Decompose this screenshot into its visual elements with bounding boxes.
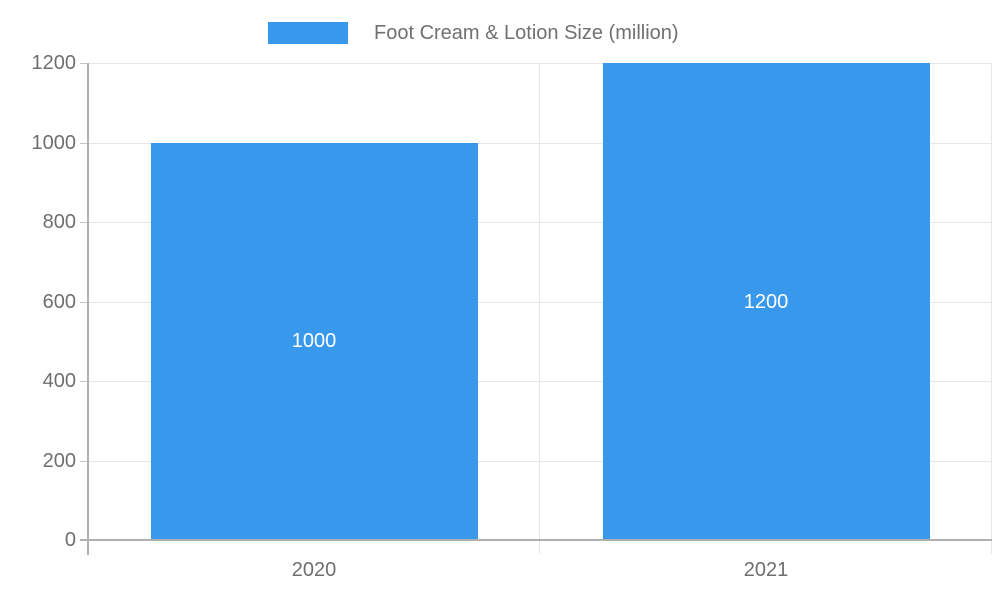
y-tick-600	[80, 301, 88, 303]
bar-value-label: 1000	[291, 330, 337, 353]
y-axis-label: 400	[42, 370, 76, 392]
gridline-y-800	[88, 222, 992, 223]
gridline-y-400	[88, 381, 992, 382]
y-axis-label: 600	[42, 290, 76, 313]
y-axis-label: 1200	[31, 52, 77, 74]
legend-label: Foot Cream & Lotion Size (million)	[374, 21, 679, 44]
y-axis-label: 800	[42, 211, 76, 233]
y-tick-200	[80, 460, 88, 462]
y-tick-1000	[80, 142, 88, 144]
y-axis-label: 200	[42, 449, 76, 472]
x-axis-label: 2021	[743, 559, 789, 581]
gridline-y-1000	[88, 142, 992, 144]
x-axis-label: 2020	[291, 559, 337, 581]
x-axis-line	[80, 539, 992, 541]
bar-2020[interactable]	[150, 142, 478, 540]
gridline-y-600	[88, 301, 992, 303]
y-axis-label: 1000	[31, 131, 77, 154]
y-axis-label: 0	[64, 529, 76, 551]
gridline-y-200	[88, 460, 992, 462]
y-axis-line	[87, 63, 89, 555]
category-separator	[539, 63, 540, 554]
legend-swatch	[268, 22, 348, 44]
bar-2021[interactable]	[602, 63, 930, 540]
gridline-y-1200	[88, 63, 992, 64]
y-tick-400	[80, 381, 88, 382]
bar-value-label: 1200	[743, 290, 789, 313]
plot-right-edge	[991, 63, 992, 554]
y-tick-1200	[80, 63, 88, 64]
y-tick-800	[80, 222, 88, 223]
legend: Foot Cream & Lotion Size (million)	[268, 21, 679, 45]
